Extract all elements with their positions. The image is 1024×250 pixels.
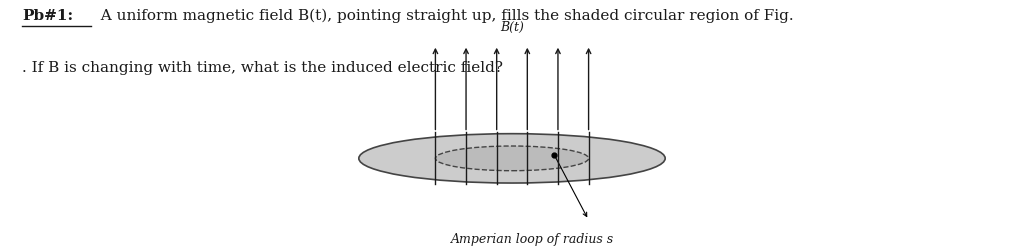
Text: B(t): B(t) xyxy=(500,20,524,33)
Text: A uniform magnetic field B(t), pointing straight up, fills the shaded circular r: A uniform magnetic field B(t), pointing … xyxy=(91,9,794,23)
Text: . If B is changing with time, what is the induced electric field?: . If B is changing with time, what is th… xyxy=(22,60,503,74)
Text: Pb#1:: Pb#1: xyxy=(22,9,73,23)
Text: Amperian loop of radius s: Amperian loop of radius s xyxy=(451,232,614,245)
Ellipse shape xyxy=(435,146,589,171)
Ellipse shape xyxy=(358,134,666,183)
